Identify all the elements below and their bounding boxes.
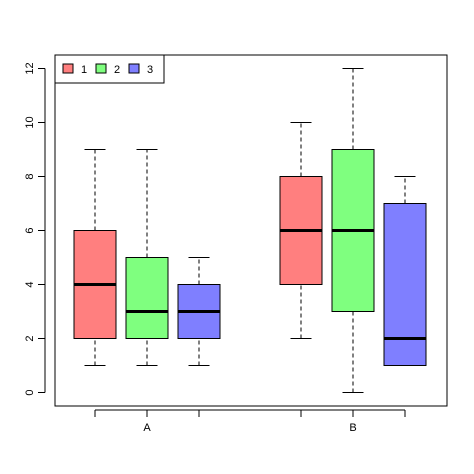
legend-swatch-3 <box>128 63 140 74</box>
box-B-2 <box>331 68 375 393</box>
x-category-label: B <box>349 422 356 434</box>
y-tick-label: 6 <box>24 227 36 233</box>
legend: 1 2 3 <box>54 54 165 84</box>
box-A-3 <box>177 257 221 366</box>
box-A-2 <box>125 149 169 366</box>
legend-label-2: 2 <box>114 64 120 76</box>
y-tick-label: 0 <box>24 389 36 395</box>
box-B-1 <box>279 122 323 339</box>
y-tick-label: 4 <box>24 281 36 287</box>
y-tick-label: 2 <box>24 335 36 341</box>
legend-label-1: 1 <box>81 64 87 76</box>
y-tick-label: 10 <box>24 116 36 128</box>
box-B-3 <box>383 176 427 366</box>
plot-marks <box>73 68 427 393</box>
box-A-1 <box>73 149 117 366</box>
legend-swatch-2 <box>95 63 107 74</box>
y-tick-label: 8 <box>24 173 36 179</box>
x-category-label: A <box>143 422 151 434</box>
legend-swatch-1 <box>62 63 74 74</box>
legend-label-3: 3 <box>147 64 153 76</box>
iqr-box <box>125 257 169 339</box>
y-axis: 0 2 4 6 8 10 12 <box>24 62 46 396</box>
y-tick-label: 12 <box>24 62 36 74</box>
plot-frame <box>54 54 448 407</box>
iqr-box <box>383 203 427 366</box>
